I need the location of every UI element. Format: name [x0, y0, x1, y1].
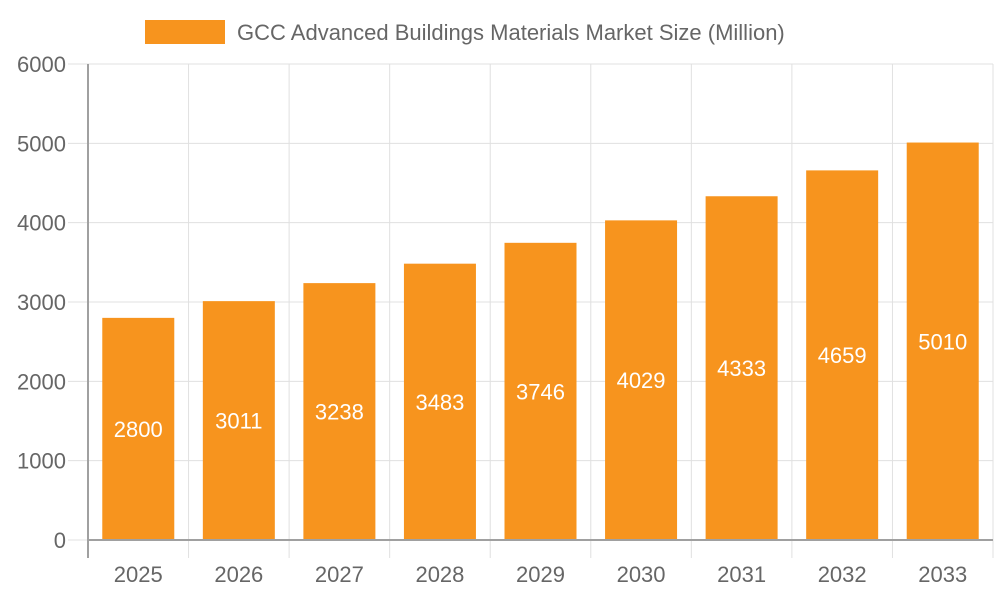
bar: [303, 283, 376, 540]
data-label: 3238: [315, 400, 364, 425]
y-tick-label: 1000: [17, 449, 66, 474]
data-label: 4333: [717, 356, 766, 381]
bar: [403, 263, 476, 540]
bar: [504, 242, 577, 541]
bar: [906, 142, 979, 541]
bar: [202, 301, 275, 540]
x-tick-label: 2032: [818, 562, 867, 587]
legend[interactable]: GCC Advanced Buildings Materials Market …: [145, 20, 785, 45]
x-tick-label: 2030: [617, 562, 666, 587]
data-label: 4029: [617, 368, 666, 393]
data-label: 3011: [215, 409, 262, 434]
x-tick-label: 2033: [918, 562, 967, 587]
x-tick-label: 2025: [114, 562, 163, 587]
bar: [102, 317, 175, 540]
bar: [705, 196, 778, 541]
y-tick-label: 2000: [17, 369, 66, 394]
x-tick-label: 2026: [214, 562, 263, 587]
bar: [605, 220, 678, 540]
legend-label: GCC Advanced Buildings Materials Market …: [237, 20, 785, 45]
y-tick-label: 3000: [17, 290, 66, 315]
data-label: 3746: [516, 379, 565, 404]
x-tick-label: 2029: [516, 562, 565, 587]
x-tick-label: 2031: [717, 562, 766, 587]
legend-swatch: [145, 20, 225, 44]
x-tick-label: 2027: [315, 562, 364, 587]
y-tick-label: 5000: [17, 131, 66, 156]
y-tick-label: 0: [54, 528, 66, 553]
y-tick-label: 4000: [17, 211, 66, 236]
bar: [806, 170, 879, 541]
data-label: 4659: [818, 343, 867, 368]
data-label: 3483: [415, 390, 464, 415]
y-tick-label: 6000: [17, 52, 66, 77]
data-label: 2800: [114, 417, 163, 442]
x-tick-label: 2028: [415, 562, 464, 587]
data-label: 5010: [918, 329, 967, 354]
